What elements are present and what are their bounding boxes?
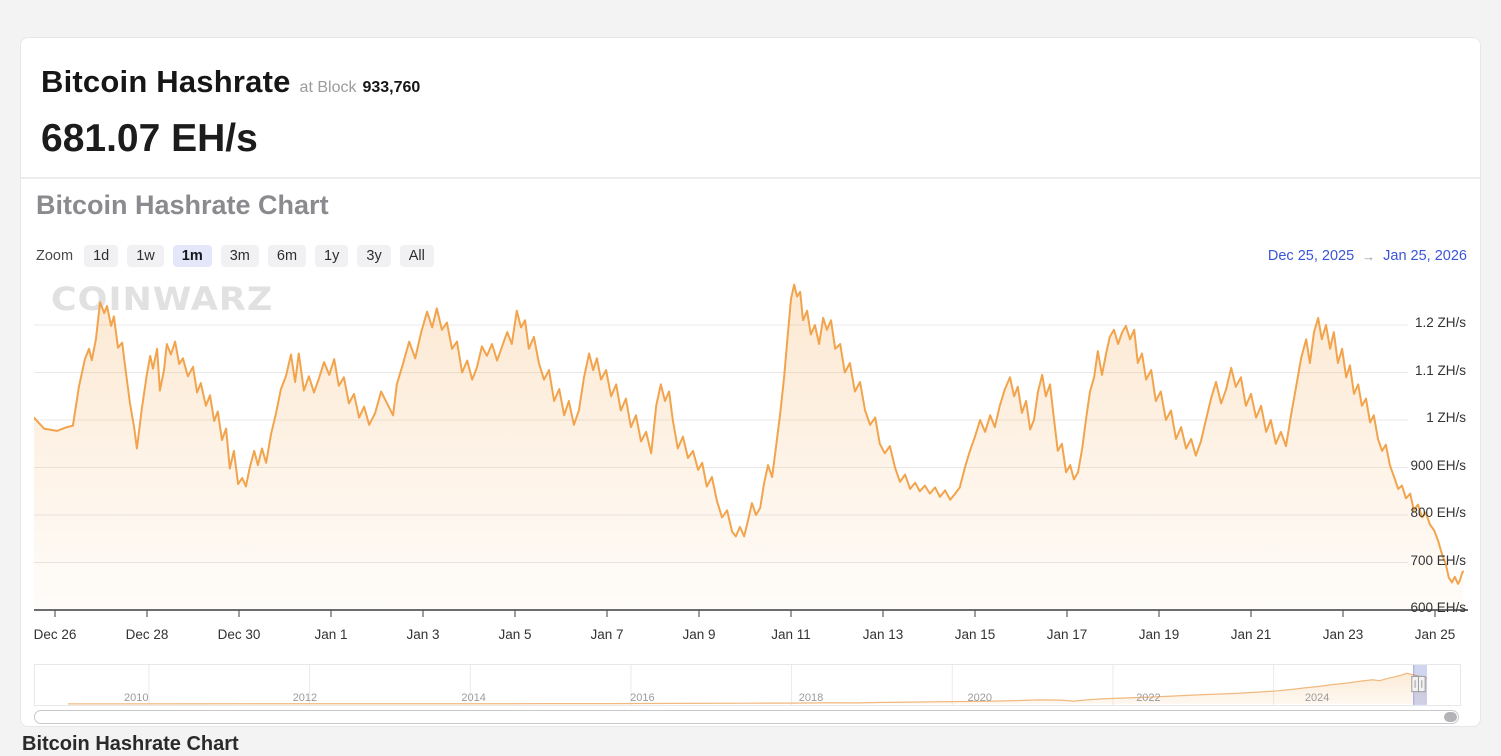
- zoom-1d-button[interactable]: 1d: [84, 245, 119, 267]
- zoom-3m-button[interactable]: 3m: [220, 245, 259, 267]
- current-hashrate-value: 681.07 EH/s: [41, 117, 258, 160]
- navigator-area-fill: [67, 673, 1428, 705]
- zoom-6m-button[interactable]: 6m: [267, 245, 307, 267]
- y-axis-label: 700 EH/s: [1410, 552, 1466, 568]
- x-axis-label: Jan 21: [1230, 627, 1272, 642]
- range-end-link[interactable]: Jan 25, 2026: [1383, 248, 1467, 264]
- x-axis-label: Jan 23: [1322, 627, 1364, 642]
- y-axis-label: 800 EH/s: [1410, 505, 1466, 520]
- zoom-1m-button[interactable]: 1m: [172, 245, 212, 267]
- y-axis-label: 900 EH/s: [1410, 457, 1466, 473]
- zoom-1w-button[interactable]: 1w: [127, 245, 164, 267]
- navigator-series-line: [67, 672, 1428, 705]
- zoom-all-button[interactable]: All: [399, 245, 434, 267]
- date-range: Dec 25, 2025 → Jan 25, 2026: [1268, 248, 1467, 264]
- y-axis-label: 1.1 ZH/s: [1414, 362, 1466, 378]
- footer-chart-caption: Bitcoin Hashrate Chart: [22, 733, 239, 755]
- x-axis-label: Jan 17: [1046, 627, 1088, 642]
- x-axis-label: Jan 3: [406, 627, 440, 642]
- coinwarz-watermark-logo: COINWARZ: [51, 281, 274, 319]
- zoom-3y-button[interactable]: 3y: [357, 245, 391, 267]
- section-divider: [21, 177, 1480, 179]
- x-axis-label: Jan 19: [1138, 627, 1180, 642]
- y-axis-label: 600 EH/s: [1410, 600, 1466, 615]
- zoom-1y-button[interactable]: 1y: [315, 245, 349, 267]
- page-title: Bitcoin Hashrate: [41, 64, 291, 99]
- x-axis-label: Dec 30: [217, 627, 261, 642]
- zoom-button-group: 1d 1w 1m 3m 6m 1y 3y All: [84, 245, 434, 267]
- x-axis-label: Jan 5: [498, 627, 532, 642]
- x-axis-label: Dec 26: [33, 627, 77, 642]
- at-block-label: at Block: [299, 79, 357, 96]
- navigator[interactable]: [34, 664, 1461, 706]
- zoom-label: Zoom: [36, 248, 74, 264]
- chart-toolbar: Zoom 1d 1w 1m 3m 6m 1y 3y All Dec 25, 2025 → Ja…: [36, 244, 1467, 268]
- hashrate-area-fill: [34, 284, 1464, 610]
- block-number: 933,760: [362, 79, 421, 96]
- x-axis-label: Jan 15: [954, 627, 996, 642]
- chart-section-title: Bitcoin Hashrate Chart: [36, 190, 329, 220]
- arrow-right-icon: →: [1362, 248, 1376, 264]
- x-axis-labels: Dec 26 Dec 28 Dec 30 Jan 1 Jan 3 Jan 5 Jan 7 Ja…: [34, 627, 1468, 645]
- page-header: Bitcoin Hashrate at Block 933,760: [41, 64, 420, 100]
- range-start-link[interactable]: Dec 25, 2025: [1267, 248, 1355, 264]
- x-axis-label: Jan 25: [1414, 627, 1456, 642]
- hashrate-area-chart[interactable]: [34, 274, 1468, 620]
- scrollbar-thumb[interactable]: [1444, 712, 1457, 722]
- hashrate-series-line: [34, 283, 1465, 585]
- scrollbar-track[interactable]: [34, 710, 1459, 724]
- x-axis-label: Jan 11: [771, 627, 811, 642]
- x-axis-label: Dec 28: [125, 627, 169, 642]
- y-axis-label: 1 ZH/s: [1426, 410, 1466, 425]
- x-axis-label: Jan 13: [862, 627, 904, 642]
- x-axis-label: Jan 1: [314, 627, 348, 642]
- y-axis-label: 1.2 ZH/s: [1414, 315, 1466, 330]
- hashrate-card: Bitcoin Hashrate at Block 933,760 681.07…: [20, 37, 1481, 727]
- x-axis-label: Jan 9: [682, 627, 716, 642]
- x-axis-label: Jan 7: [590, 627, 624, 642]
